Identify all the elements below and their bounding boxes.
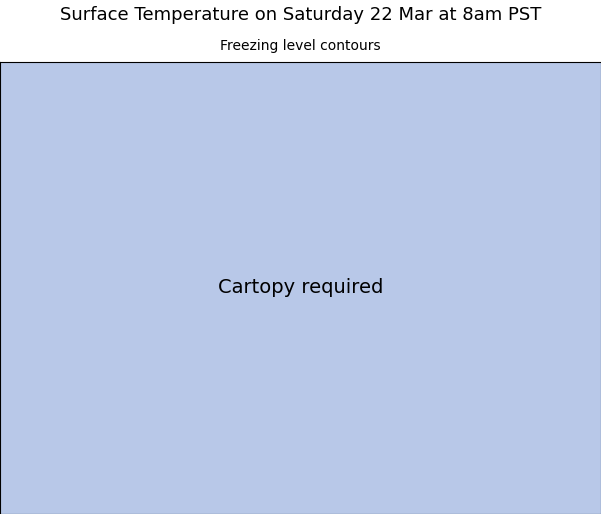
Text: Cartopy required: Cartopy required bbox=[218, 279, 383, 297]
Text: Freezing level contours: Freezing level contours bbox=[220, 39, 381, 53]
Text: Surface Temperature on Saturday 22 Mar at 8am PST: Surface Temperature on Saturday 22 Mar a… bbox=[60, 6, 541, 25]
